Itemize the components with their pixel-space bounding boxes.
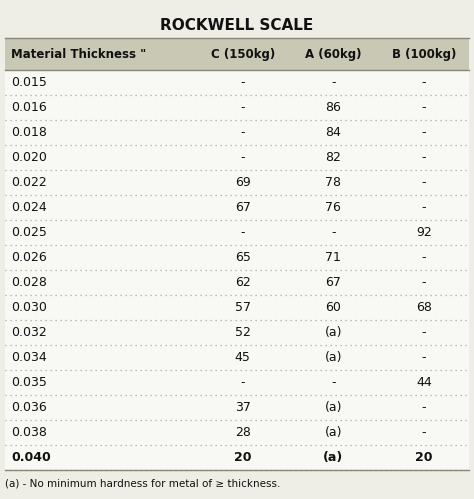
Text: 0.025: 0.025 — [11, 226, 47, 239]
Text: (a): (a) — [325, 351, 342, 364]
Text: 0.015: 0.015 — [11, 76, 47, 89]
Text: -: - — [421, 351, 426, 364]
Text: -: - — [421, 201, 426, 214]
Text: 78: 78 — [325, 176, 341, 189]
Text: 0.022: 0.022 — [11, 176, 47, 189]
Bar — [5, 270, 469, 295]
Text: 28: 28 — [235, 426, 251, 439]
Text: 0.032: 0.032 — [11, 326, 47, 339]
Text: 52: 52 — [235, 326, 251, 339]
Text: 0.028: 0.028 — [11, 276, 47, 289]
Text: (a): (a) — [325, 426, 342, 439]
Bar — [5, 70, 469, 95]
Bar — [5, 345, 469, 370]
Bar — [5, 195, 469, 220]
Text: 84: 84 — [325, 126, 341, 139]
Text: 0.035: 0.035 — [11, 376, 47, 389]
Bar — [5, 170, 469, 195]
Bar — [5, 320, 469, 345]
Text: (a): (a) — [325, 401, 342, 414]
Text: (a): (a) — [323, 451, 343, 464]
Text: 82: 82 — [325, 151, 341, 164]
Text: 67: 67 — [325, 276, 341, 289]
Text: 92: 92 — [416, 226, 432, 239]
Bar — [5, 245, 469, 270]
Text: -: - — [421, 426, 426, 439]
Text: 0.026: 0.026 — [11, 251, 47, 264]
Text: -: - — [331, 76, 336, 89]
Text: 0.018: 0.018 — [11, 126, 47, 139]
Bar — [5, 420, 469, 445]
Bar — [5, 38, 469, 70]
Text: 20: 20 — [234, 451, 252, 464]
Text: -: - — [421, 151, 426, 164]
Text: 0.038: 0.038 — [11, 426, 47, 439]
Text: -: - — [240, 76, 245, 89]
Text: 0.030: 0.030 — [11, 301, 47, 314]
Text: A (60kg): A (60kg) — [305, 47, 362, 60]
Text: -: - — [240, 151, 245, 164]
Text: 0.040: 0.040 — [11, 451, 51, 464]
Text: -: - — [421, 176, 426, 189]
Text: B (100kg): B (100kg) — [392, 47, 456, 60]
Text: 0.024: 0.024 — [11, 201, 47, 214]
Text: Material Thickness ": Material Thickness " — [11, 47, 146, 60]
Text: 86: 86 — [325, 101, 341, 114]
Text: -: - — [240, 226, 245, 239]
Text: -: - — [421, 251, 426, 264]
Bar — [5, 395, 469, 420]
Text: -: - — [421, 101, 426, 114]
Text: 69: 69 — [235, 176, 251, 189]
Text: 20: 20 — [415, 451, 432, 464]
Text: 0.016: 0.016 — [11, 101, 47, 114]
Text: -: - — [421, 76, 426, 89]
Text: 0.020: 0.020 — [11, 151, 47, 164]
Bar — [5, 295, 469, 320]
Text: -: - — [421, 276, 426, 289]
Bar — [5, 95, 469, 120]
Text: 0.036: 0.036 — [11, 401, 47, 414]
Bar — [5, 445, 469, 470]
Text: 76: 76 — [325, 201, 341, 214]
Text: 62: 62 — [235, 276, 251, 289]
Text: 0.034: 0.034 — [11, 351, 47, 364]
Text: ROCKWELL SCALE: ROCKWELL SCALE — [160, 18, 314, 33]
Text: -: - — [421, 326, 426, 339]
Text: C (150kg): C (150kg) — [210, 47, 275, 60]
Text: 67: 67 — [235, 201, 251, 214]
Text: 71: 71 — [325, 251, 341, 264]
Text: -: - — [331, 226, 336, 239]
Bar — [5, 145, 469, 170]
Bar — [5, 220, 469, 245]
Text: 44: 44 — [416, 376, 432, 389]
Bar — [5, 370, 469, 395]
Text: -: - — [240, 101, 245, 114]
Text: 37: 37 — [235, 401, 251, 414]
Bar — [5, 120, 469, 145]
Text: -: - — [421, 401, 426, 414]
Text: -: - — [240, 126, 245, 139]
Text: 68: 68 — [416, 301, 432, 314]
Text: -: - — [421, 126, 426, 139]
Text: 65: 65 — [235, 251, 251, 264]
Text: -: - — [331, 376, 336, 389]
Text: 60: 60 — [325, 301, 341, 314]
Text: (a) - No minimum hardness for metal of ≥ thickness.: (a) - No minimum hardness for metal of ≥… — [5, 478, 281, 488]
Text: 45: 45 — [235, 351, 251, 364]
Text: 57: 57 — [235, 301, 251, 314]
Text: (a): (a) — [325, 326, 342, 339]
Text: -: - — [240, 376, 245, 389]
